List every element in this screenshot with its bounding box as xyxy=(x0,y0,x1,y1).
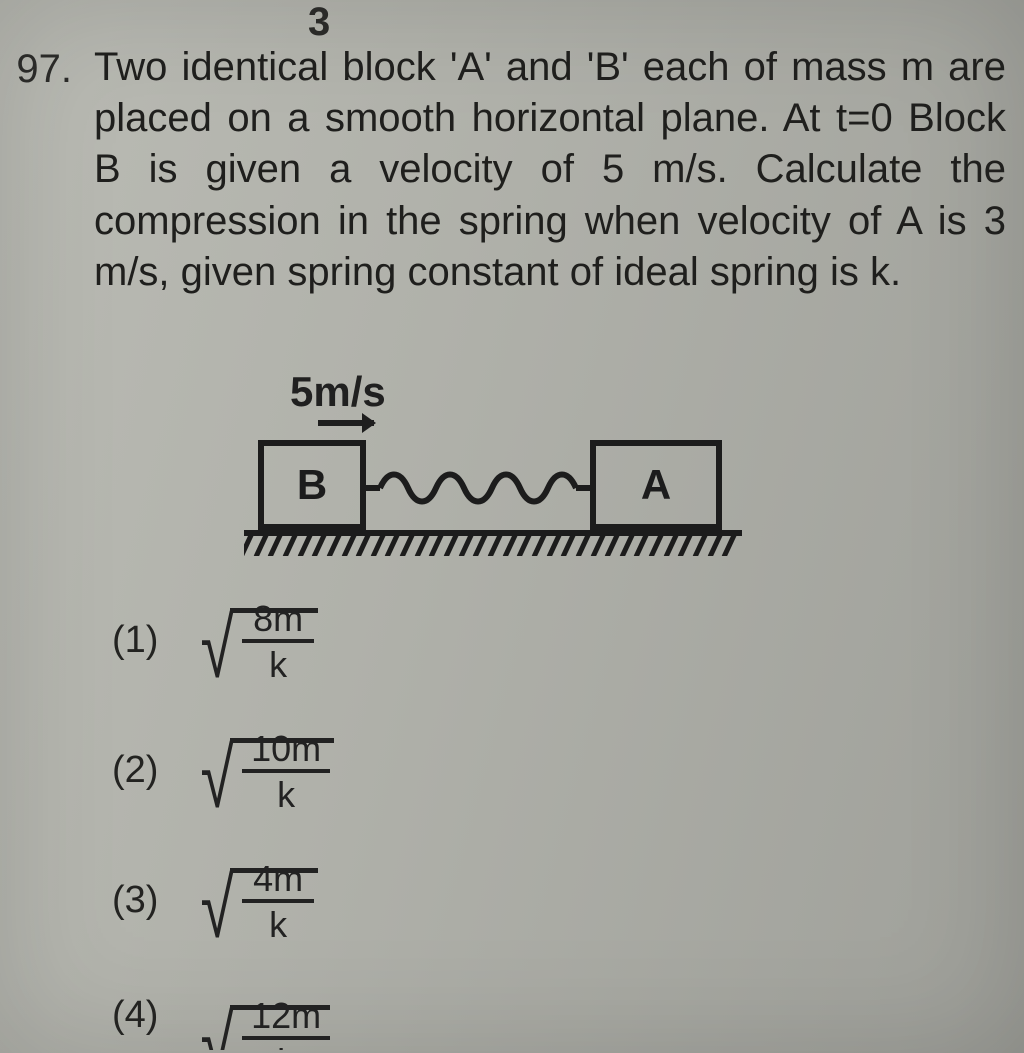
question-row: 97. Two identical block 'A' and 'B' each… xyxy=(0,42,1006,298)
numerator: 10m xyxy=(247,731,325,769)
block-b: B xyxy=(258,440,366,530)
denominator: k xyxy=(273,773,299,813)
radical-icon: √ xyxy=(200,619,233,678)
fraction: 10m k xyxy=(242,731,330,813)
numerator: 4m xyxy=(249,861,307,899)
options-list: (1) √ 8m k (2) √ 10m k xyxy=(112,590,330,1050)
numerator: 12m xyxy=(247,998,325,1036)
block-b-label: B xyxy=(297,461,327,509)
option-2: (2) √ 10m k xyxy=(112,720,330,820)
velocity-label: 5m/s xyxy=(290,368,386,416)
denominator: k xyxy=(265,903,291,943)
prev-page-number: 3 xyxy=(308,0,330,45)
question-number: 97. xyxy=(0,42,72,94)
denominator: k xyxy=(265,643,291,683)
fraction: 8m k xyxy=(242,601,314,683)
option-1-expression: √ 8m k xyxy=(194,599,314,681)
option-3: (3) √ 4m k xyxy=(112,850,330,950)
option-3-expression: √ 4m k xyxy=(194,859,314,941)
block-a-label: A xyxy=(641,461,671,509)
radical-icon: √ xyxy=(200,1016,233,1050)
numerator: 8m xyxy=(249,601,307,639)
fraction: 4m k xyxy=(242,861,314,943)
denominator: k xyxy=(273,1040,299,1050)
radical-icon: √ xyxy=(200,879,233,938)
option-1-label: (1) xyxy=(112,619,188,662)
ground-hatching xyxy=(244,536,742,556)
block-a: A xyxy=(590,440,722,530)
option-3-label: (3) xyxy=(112,879,188,922)
option-4-label: (4) xyxy=(112,994,188,1037)
spring-icon xyxy=(366,468,590,508)
page: 3 97. Two identical block 'A' and 'B' ea… xyxy=(0,0,1024,1053)
question-text: Two identical block 'A' and 'B' each of … xyxy=(72,42,1006,298)
option-2-label: (2) xyxy=(112,749,188,792)
fraction: 12m k xyxy=(242,998,330,1050)
option-4-expression: √ 12m k xyxy=(194,996,330,1050)
velocity-arrow-icon xyxy=(318,420,374,426)
option-1: (1) √ 8m k xyxy=(112,590,330,690)
diagram: 5m/s B A xyxy=(244,368,764,568)
option-4: (4) √ 12m k xyxy=(112,980,330,1050)
radical-icon: √ xyxy=(200,749,233,808)
option-2-expression: √ 10m k xyxy=(194,729,330,811)
